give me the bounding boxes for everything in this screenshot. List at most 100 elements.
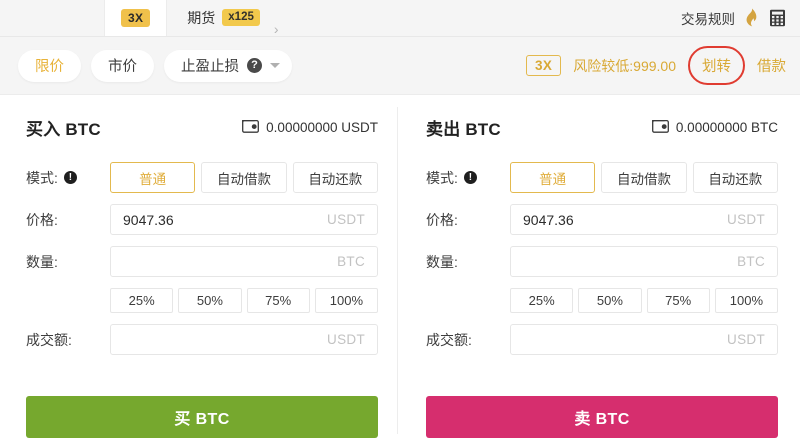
- buy-percent-100[interactable]: 100%: [314, 288, 378, 313]
- buy-price-label: 价格:: [26, 211, 58, 228]
- sell-price-row: 价格: 9047.36 USDT: [426, 204, 778, 235]
- tab-margin-3x[interactable]: 3X: [104, 0, 168, 36]
- topbar-actions: 交易规则: [681, 0, 800, 36]
- sell-mode-auto-repay[interactable]: 自动还款: [692, 162, 778, 193]
- sell-mode-normal[interactable]: 普通: [510, 162, 596, 193]
- buy-amount-row: 数量: BTC: [26, 246, 378, 277]
- risk-level-text: 风险较低:999.00: [573, 57, 676, 74]
- calculator-icon[interactable]: [769, 9, 786, 27]
- buy-panel: 买入 BTC 0.00000000 USDT 模式: !: [0, 95, 400, 446]
- buy-mode-label: 模式:: [26, 169, 58, 186]
- sell-amount-input[interactable]: BTC: [510, 246, 778, 277]
- buy-total-row: 成交额: USDT: [26, 324, 378, 355]
- buy-percent-row: 25% 50% 75% 100%: [26, 288, 378, 313]
- buy-balance-value: 0.00000000 USDT: [266, 120, 378, 135]
- tab-futures-badge: x125: [222, 8, 260, 27]
- order-type-bar: 限价 市价 止盈止损 ? 3X 风险较低:999.00 划转 借款: [0, 37, 800, 94]
- buy-amount-label: 数量:: [26, 253, 58, 270]
- buy-balance: 0.00000000 USDT: [242, 119, 378, 136]
- buy-percent-50[interactable]: 50%: [178, 288, 242, 313]
- risk-actions: 3X 风险较低:999.00 划转 借款: [525, 46, 786, 85]
- wallet-icon: [651, 119, 669, 136]
- buy-amount-input[interactable]: BTC: [110, 246, 378, 277]
- buy-percent-group: 25% 50% 75% 100%: [110, 288, 378, 313]
- order-type-market[interactable]: 市价: [91, 49, 154, 82]
- buy-price-unit: USDT: [327, 212, 365, 227]
- order-type-stop-label: 止盈止损: [181, 59, 239, 75]
- sell-percent-spacer: [426, 288, 510, 313]
- buy-percent-25[interactable]: 25%: [110, 288, 174, 313]
- sell-panel-header: 卖出 BTC 0.00000000 BTC: [426, 115, 778, 140]
- buy-total-label: 成交额:: [26, 331, 72, 348]
- sell-amount-row: 数量: BTC: [426, 246, 778, 277]
- buy-mode-label-wrap: 模式: !: [26, 168, 110, 188]
- sell-percent-row: 25% 50% 75% 100%: [426, 288, 778, 313]
- sell-total-label: 成交额:: [426, 331, 472, 348]
- order-type-limit-label: 限价: [35, 59, 64, 75]
- transfer-button[interactable]: 划转: [702, 59, 731, 75]
- sell-mode-label: 模式:: [426, 169, 458, 186]
- sell-percent-50[interactable]: 50%: [578, 288, 642, 313]
- borrow-button[interactable]: 借款: [757, 59, 786, 75]
- order-type-limit[interactable]: 限价: [18, 49, 81, 82]
- buy-panel-title: 买入 BTC: [26, 120, 101, 139]
- sell-percent-25[interactable]: 25%: [510, 288, 574, 313]
- sell-total-unit: USDT: [727, 332, 765, 347]
- buy-amount-unit: BTC: [337, 254, 365, 269]
- panel-divider: [397, 107, 398, 434]
- buy-mode-auto-repay[interactable]: 自动还款: [292, 162, 378, 193]
- chevron-down-icon[interactable]: [270, 63, 280, 68]
- buy-total-unit: USDT: [327, 332, 365, 347]
- sell-panel: 卖出 BTC 0.00000000 BTC 模式: !: [400, 95, 800, 446]
- sell-balance-value: 0.00000000 BTC: [675, 120, 778, 135]
- buy-percent-75[interactable]: 75%: [246, 288, 310, 313]
- buy-mode-group: 普通 自动借款 自动还款: [110, 162, 378, 193]
- sell-total-input[interactable]: USDT: [510, 324, 778, 355]
- sell-price-value: 9047.36: [523, 211, 574, 228]
- sell-panel-title: 卖出 BTC: [426, 120, 501, 139]
- info-icon[interactable]: !: [463, 171, 477, 184]
- info-icon[interactable]: !: [63, 171, 77, 184]
- trade-rules-link[interactable]: 交易规则: [681, 11, 735, 27]
- sell-submit-button[interactable]: 卖 BTC: [426, 396, 778, 438]
- chevron-right-icon[interactable]: ›: [273, 21, 279, 37]
- sell-amount-unit: BTC: [737, 254, 765, 269]
- sell-mode-group: 普通 自动借款 自动还款: [510, 162, 778, 193]
- sell-price-label: 价格:: [426, 211, 458, 228]
- buy-panel-header: 买入 BTC 0.00000000 USDT: [26, 115, 378, 140]
- transfer-button-wrap[interactable]: 划转: [688, 46, 745, 85]
- tab-margin-3x-label: 3X: [121, 8, 151, 28]
- leverage-badge[interactable]: 3X: [525, 55, 562, 76]
- buy-price-input[interactable]: 9047.36 USDT: [110, 204, 378, 235]
- sell-mode-label-wrap: 模式: !: [426, 168, 510, 188]
- sell-percent-100[interactable]: 100%: [714, 288, 778, 313]
- sell-amount-label: 数量:: [426, 253, 458, 270]
- buy-price-row: 价格: 9047.36 USDT: [26, 204, 378, 235]
- top-tab-bar: 3X 期货 x125 › 交易规则: [0, 0, 800, 37]
- order-type-market-label: 市价: [108, 59, 137, 75]
- sell-total-row: 成交额: USDT: [426, 324, 778, 355]
- buy-submit-button[interactable]: 买 BTC: [26, 396, 378, 438]
- buy-mode-normal[interactable]: 普通: [110, 162, 196, 193]
- buy-percent-spacer: [26, 288, 110, 313]
- trade-panels: 买入 BTC 0.00000000 USDT 模式: !: [0, 94, 800, 446]
- buy-total-input[interactable]: USDT: [110, 324, 378, 355]
- order-type-stop[interactable]: 止盈止损 ?: [164, 49, 292, 82]
- sell-percent-group: 25% 50% 75% 100%: [510, 288, 778, 313]
- sell-mode-row: 模式: ! 普通 自动借款 自动还款: [426, 162, 778, 193]
- sell-balance: 0.00000000 BTC: [651, 119, 778, 136]
- buy-mode-row: 模式: ! 普通 自动借款 自动还款: [26, 162, 378, 193]
- market-tabs: 3X 期货 x125 ›: [104, 0, 279, 36]
- wallet-icon: [242, 119, 260, 136]
- tab-futures-label: 期货: [187, 9, 216, 26]
- buy-mode-auto-borrow[interactable]: 自动借款: [201, 162, 287, 193]
- flame-icon[interactable]: [744, 8, 760, 27]
- help-icon[interactable]: ?: [247, 58, 262, 73]
- buy-price-value: 9047.36: [123, 211, 174, 228]
- sell-percent-75[interactable]: 75%: [646, 288, 710, 313]
- tab-futures[interactable]: 期货 x125: [167, 0, 264, 36]
- sell-price-input[interactable]: 9047.36 USDT: [510, 204, 778, 235]
- sell-price-unit: USDT: [727, 212, 765, 227]
- sell-mode-auto-borrow[interactable]: 自动借款: [601, 162, 687, 193]
